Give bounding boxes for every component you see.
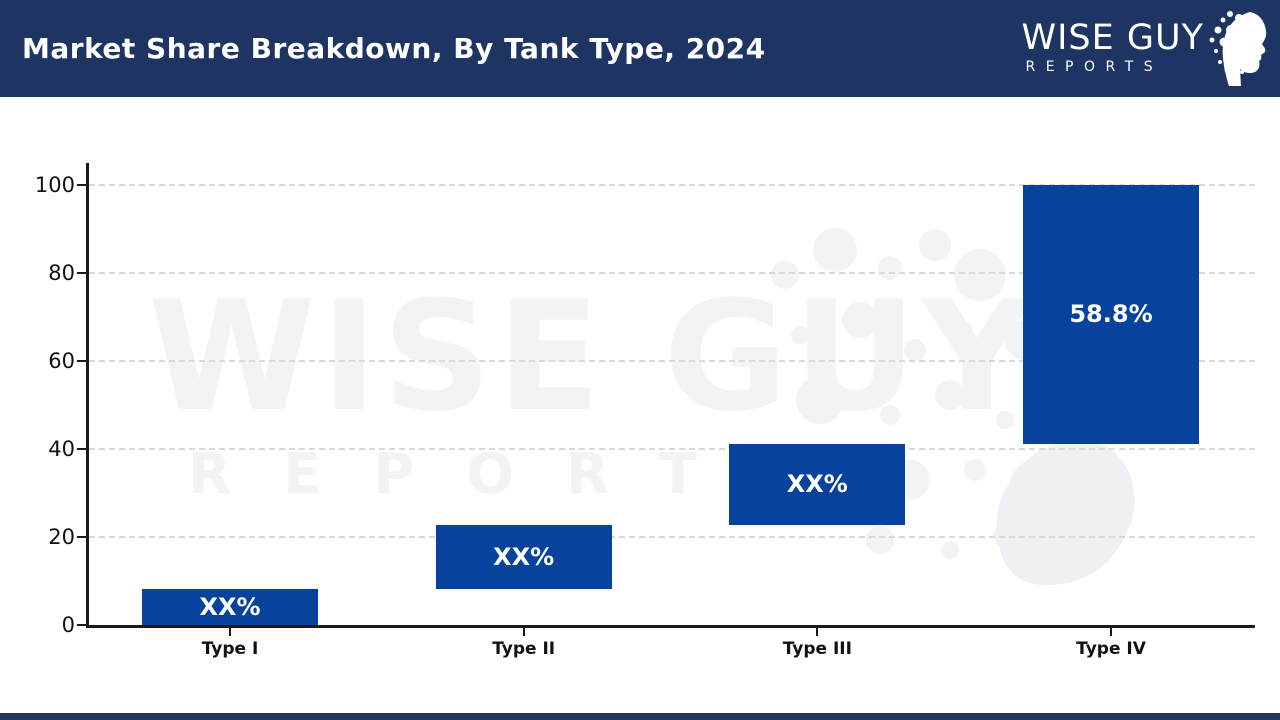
brand-logo-tagline: REPORTS <box>1025 58 1164 75</box>
y-tick-mark <box>77 272 86 274</box>
y-gridline <box>89 272 1255 274</box>
x-category-label: Type IV <box>1076 639 1146 659</box>
y-gridline <box>89 448 1255 450</box>
x-tick-mark <box>522 628 525 636</box>
y-tick-label: 0 <box>61 613 75 637</box>
brand-face-icon <box>1209 11 1267 86</box>
x-category-label: Type II <box>492 639 556 659</box>
page-title: Market Share Breakdown, By Tank Type, 20… <box>22 32 766 65</box>
y-tick-mark <box>77 448 86 450</box>
y-tick-mark <box>77 360 86 362</box>
y-gridline <box>89 536 1255 538</box>
bar-type-i: XX% <box>142 589 318 625</box>
bar-type-iii: XX% <box>729 443 906 525</box>
y-tick-mark <box>77 624 86 626</box>
y-tick-label: 60 <box>48 349 75 373</box>
y-gridline <box>89 360 1255 362</box>
x-tick-mark <box>229 628 231 636</box>
bar-value-label: 58.8% <box>1069 300 1153 329</box>
x-tick-mark <box>1110 628 1112 636</box>
footer-bar <box>0 713 1280 720</box>
brand-logo-name: WISE GUY <box>1021 18 1204 58</box>
y-tick-label: 80 <box>48 261 75 285</box>
brand-logo: WISE GUY REPORTS <box>1021 20 1204 75</box>
bar-value-label: XX% <box>199 593 261 622</box>
x-category-label: Type I <box>201 639 259 659</box>
x-tick-mark <box>816 628 819 636</box>
y-tick-label: 20 <box>48 525 75 549</box>
x-axis-line <box>86 625 1255 628</box>
x-category-label: Type III <box>782 639 852 659</box>
y-tick-label: 100 <box>34 173 75 197</box>
header-bar: Market Share Breakdown, By Tank Type, 20… <box>0 0 1280 97</box>
bar-type-iv: 58.8% <box>1023 185 1199 444</box>
bar-value-label: XX% <box>786 470 848 499</box>
y-axis-line <box>86 163 89 628</box>
bar-value-label: XX% <box>493 543 555 571</box>
y-gridline <box>89 184 1255 186</box>
bar-type-ii: XX% <box>435 524 612 590</box>
y-tick-label: 40 <box>48 437 75 461</box>
y-tick-mark <box>77 536 86 538</box>
watermark-reports-text: REPORTS <box>188 442 842 507</box>
y-tick-mark <box>77 184 86 186</box>
